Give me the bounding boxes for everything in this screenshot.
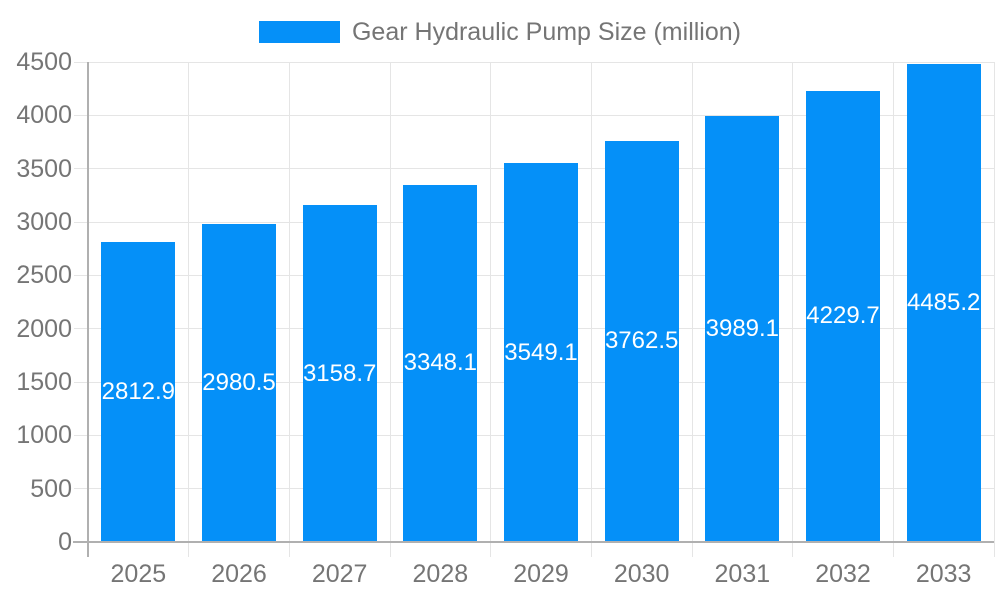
y-axis-tick-label: 2500 — [16, 261, 72, 290]
category-separator — [490, 62, 492, 557]
y-axis-tick-label: 4000 — [16, 101, 72, 130]
category-separator — [288, 62, 290, 557]
bar-value-label: 4229.7 — [806, 302, 880, 330]
x-axis-tick-label: 2030 — [613, 560, 670, 588]
bar-value-label: 3549.1 — [504, 338, 578, 366]
y-axis-tick-label: 500 — [30, 474, 72, 503]
y-axis-tick-label: 4500 — [16, 48, 72, 76]
bar-2026 — [202, 224, 276, 542]
category-separator — [590, 62, 592, 557]
bar-value-label: 3989.1 — [705, 315, 780, 343]
x-axis-line — [73, 541, 994, 543]
bar-2030 — [604, 140, 679, 542]
bar-2031 — [705, 116, 780, 542]
category-separator — [792, 62, 794, 557]
category-separator — [691, 62, 693, 557]
bar-2033 — [906, 63, 981, 542]
category-separator — [993, 62, 995, 557]
bar-value-label: 3348.1 — [403, 349, 478, 377]
y-gridline — [74, 61, 994, 63]
y-axis-tick-label: 3000 — [16, 208, 72, 236]
x-axis-tick-label: 2032 — [815, 560, 871, 588]
y-gridline — [74, 114, 994, 116]
bar-2025 — [101, 241, 176, 542]
y-axis-tick-label: 0 — [58, 528, 72, 556]
y-axis-tick-label: 1000 — [16, 421, 72, 450]
bar-value-label: 3158.7 — [302, 359, 377, 387]
x-axis-tick-label: 2028 — [412, 560, 469, 588]
bar-2028 — [403, 184, 478, 542]
bar-value-label: 2980.5 — [202, 369, 276, 397]
category-separator — [892, 62, 894, 557]
x-axis-tick-label: 2025 — [110, 560, 167, 588]
x-axis-tick-label: 2031 — [714, 560, 771, 588]
y-axis-line — [87, 62, 89, 557]
bar-2032 — [806, 90, 880, 542]
y-axis-tick-label: 1500 — [16, 368, 72, 396]
legend-label: Gear Hydraulic Pump Size (million) — [351, 18, 741, 46]
x-axis-tick-label: 2029 — [513, 560, 569, 588]
bar-value-label: 4485.2 — [906, 288, 981, 316]
x-axis-tick-label: 2033 — [915, 560, 972, 588]
x-axis-tick-label: 2027 — [311, 560, 368, 588]
bar-value-label: 2812.9 — [101, 377, 176, 405]
legend-swatch — [258, 21, 340, 43]
bar-2029 — [504, 163, 578, 542]
y-axis-tick-label: 3500 — [16, 154, 72, 183]
x-axis-tick-label: 2026 — [211, 560, 267, 588]
category-separator — [389, 62, 391, 557]
bar-value-label: 3762.5 — [604, 327, 679, 355]
bar-2027 — [302, 205, 377, 542]
y-axis-tick-label: 2000 — [16, 314, 72, 343]
category-separator — [188, 62, 190, 557]
legend[interactable]: Gear Hydraulic Pump Size (million) — [0, 18, 1000, 46]
